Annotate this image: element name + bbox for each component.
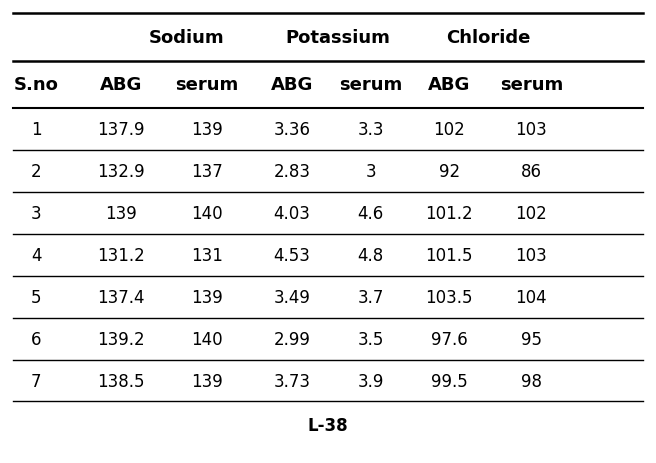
Text: 3.9: 3.9 [358,372,384,390]
Text: 137: 137 [191,163,222,181]
Text: 5: 5 [31,288,41,306]
Text: Chloride: Chloride [447,29,531,47]
Text: 139: 139 [191,372,222,390]
Text: 140: 140 [191,205,222,222]
Text: L-38: L-38 [308,416,348,434]
Text: 102: 102 [434,121,465,139]
Text: 137.4: 137.4 [98,288,145,306]
Text: 3.73: 3.73 [274,372,310,390]
Text: ABG: ABG [100,76,142,94]
Text: 139.2: 139.2 [98,330,145,348]
Text: 103.5: 103.5 [426,288,473,306]
Text: 132.9: 132.9 [98,163,145,181]
Text: 7: 7 [31,372,41,390]
Text: 95: 95 [521,330,542,348]
Text: Sodium: Sodium [149,29,225,47]
Text: 92: 92 [439,163,460,181]
Text: 101.2: 101.2 [426,205,473,222]
Text: 99.5: 99.5 [431,372,468,390]
Text: 1: 1 [31,121,41,139]
Text: 139: 139 [191,121,222,139]
Text: 4.03: 4.03 [274,205,310,222]
Text: 86: 86 [521,163,542,181]
Text: 101.5: 101.5 [426,246,473,264]
Text: 138.5: 138.5 [98,372,145,390]
Text: 6: 6 [31,330,41,348]
Text: 2.83: 2.83 [274,163,310,181]
Text: 102: 102 [516,205,547,222]
Text: 3.3: 3.3 [358,121,384,139]
Text: serum: serum [175,76,238,94]
Text: 4.6: 4.6 [358,205,384,222]
Text: 97.6: 97.6 [431,330,468,348]
Text: Potassium: Potassium [285,29,390,47]
Text: 3: 3 [365,163,376,181]
Text: 103: 103 [516,121,547,139]
Text: 3: 3 [31,205,41,222]
Text: 103: 103 [516,246,547,264]
Text: 137.9: 137.9 [98,121,145,139]
Text: 4.8: 4.8 [358,246,384,264]
Text: 3.36: 3.36 [274,121,310,139]
Text: 2: 2 [31,163,41,181]
Text: ABG: ABG [271,76,313,94]
Text: 4: 4 [31,246,41,264]
Text: 139: 139 [191,288,222,306]
Text: S.no: S.no [14,76,58,94]
Text: serum: serum [339,76,402,94]
Text: ABG: ABG [428,76,470,94]
Text: 139: 139 [106,205,137,222]
Text: 131.2: 131.2 [98,246,145,264]
Text: serum: serum [500,76,563,94]
Text: 3.49: 3.49 [274,288,310,306]
Text: 131: 131 [191,246,222,264]
Text: 98: 98 [521,372,542,390]
Text: 4.53: 4.53 [274,246,310,264]
Text: 2.99: 2.99 [274,330,310,348]
Text: 3.5: 3.5 [358,330,384,348]
Text: 140: 140 [191,330,222,348]
Text: 104: 104 [516,288,547,306]
Text: 3.7: 3.7 [358,288,384,306]
